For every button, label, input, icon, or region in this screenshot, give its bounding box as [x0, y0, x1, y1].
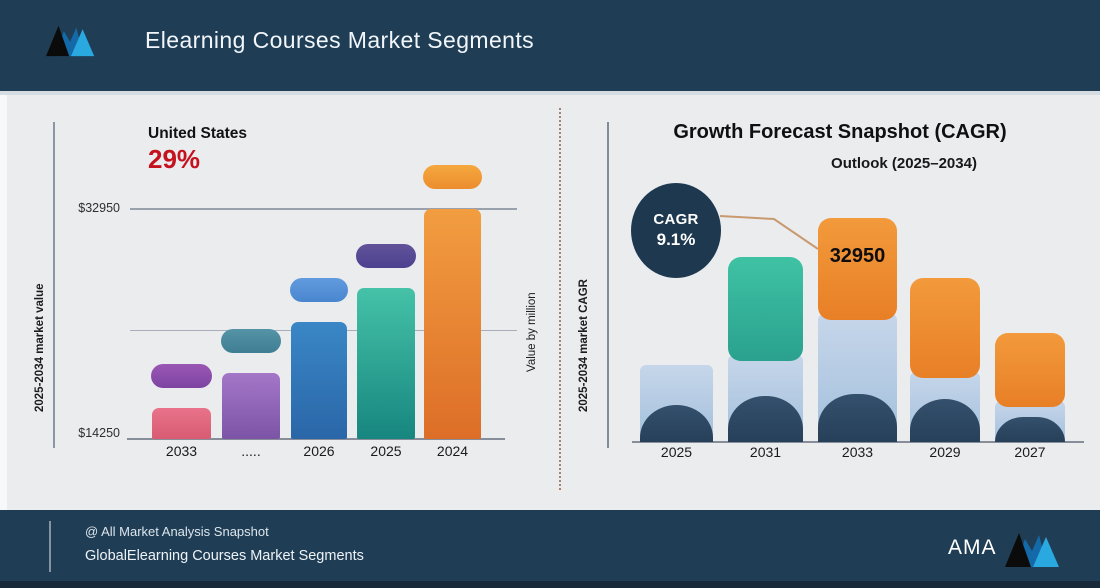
capsule-2026	[290, 277, 348, 302]
page-title: Elearning Courses Market Segments	[145, 27, 535, 53]
data-label-32950: 32950	[829, 245, 886, 267]
bar-.....	[222, 373, 280, 439]
left-right-axis-title: Value by million	[526, 292, 538, 372]
capsule-2024	[423, 165, 482, 189]
x-label-.....: .....	[241, 443, 261, 459]
segment-top-2033	[818, 218, 897, 321]
cagr-badge: CAGR 9.1%	[631, 183, 721, 278]
left-y-axis	[53, 122, 55, 448]
right-chart-title: Growth Forecast Snapshot (CAGR)	[673, 121, 1007, 143]
left-x-axis	[127, 438, 505, 440]
region-label: United States	[148, 125, 248, 142]
x-label-2025: 2025	[370, 443, 402, 459]
footer-bottom-strip	[0, 581, 1100, 588]
segment-navy-2029	[910, 399, 980, 442]
bar-2026	[291, 321, 347, 439]
footer-ama-logo-icon	[1005, 533, 1059, 567]
bar-2033	[152, 407, 211, 439]
footer-bar	[0, 510, 1100, 588]
region-percent: 29%	[148, 144, 201, 174]
bar-2024	[424, 209, 481, 439]
footer-credit: @ All Market Analysis Snapshot	[85, 524, 269, 539]
left-y-tick-bottom: $14250	[78, 426, 120, 440]
header-bar	[0, 0, 1100, 91]
footer-title: GlobalElearning Courses Market Segments	[85, 548, 364, 564]
cagr-badge-label: CAGR	[653, 211, 699, 228]
left-y-tick-top: $32950	[78, 201, 120, 215]
x-label-2026: 2026	[303, 443, 335, 459]
x-label-2033: 2033	[841, 444, 874, 460]
footer-brand-text: AMA	[948, 536, 997, 559]
cagr-badge-value: 9.1%	[656, 230, 696, 249]
capsule-2025	[356, 244, 416, 269]
ama-logo-icon	[46, 25, 95, 57]
segment-navy-2031	[728, 395, 803, 442]
segment-top-2027	[995, 333, 1065, 408]
segment-top-2031	[728, 257, 803, 361]
x-label-2024: 2024	[436, 443, 469, 459]
right-x-axis	[632, 441, 1084, 443]
x-label-2031: 2031	[749, 444, 782, 460]
x-label-2029: 2029	[929, 444, 961, 460]
segment-navy-2027	[995, 416, 1065, 442]
right-y-axis-title: 2025-2034 market CAGR	[578, 279, 590, 412]
left-gridline-top	[130, 208, 517, 210]
x-label-2033: 2033	[165, 443, 198, 459]
left-y-axis-title: 2025-2034 market value	[34, 283, 46, 412]
segment-top-2029	[910, 278, 980, 378]
x-label-2027: 2027	[1014, 444, 1046, 460]
cagr-connector-line	[719, 215, 819, 250]
capsule-2033	[151, 363, 212, 388]
right-chart-subtitle: Outlook (2025–2034)	[831, 155, 977, 172]
capsule-.....	[221, 329, 281, 354]
panel-divider-dotted	[559, 108, 561, 490]
segment-navy-2033	[818, 393, 897, 442]
bar-2025	[357, 288, 415, 439]
header-divider	[0, 91, 1100, 95]
right-y-axis	[607, 122, 609, 448]
panel-left-edge	[0, 95, 7, 510]
footer-divider-line	[49, 521, 51, 572]
x-label-2025: 2025	[660, 444, 693, 460]
